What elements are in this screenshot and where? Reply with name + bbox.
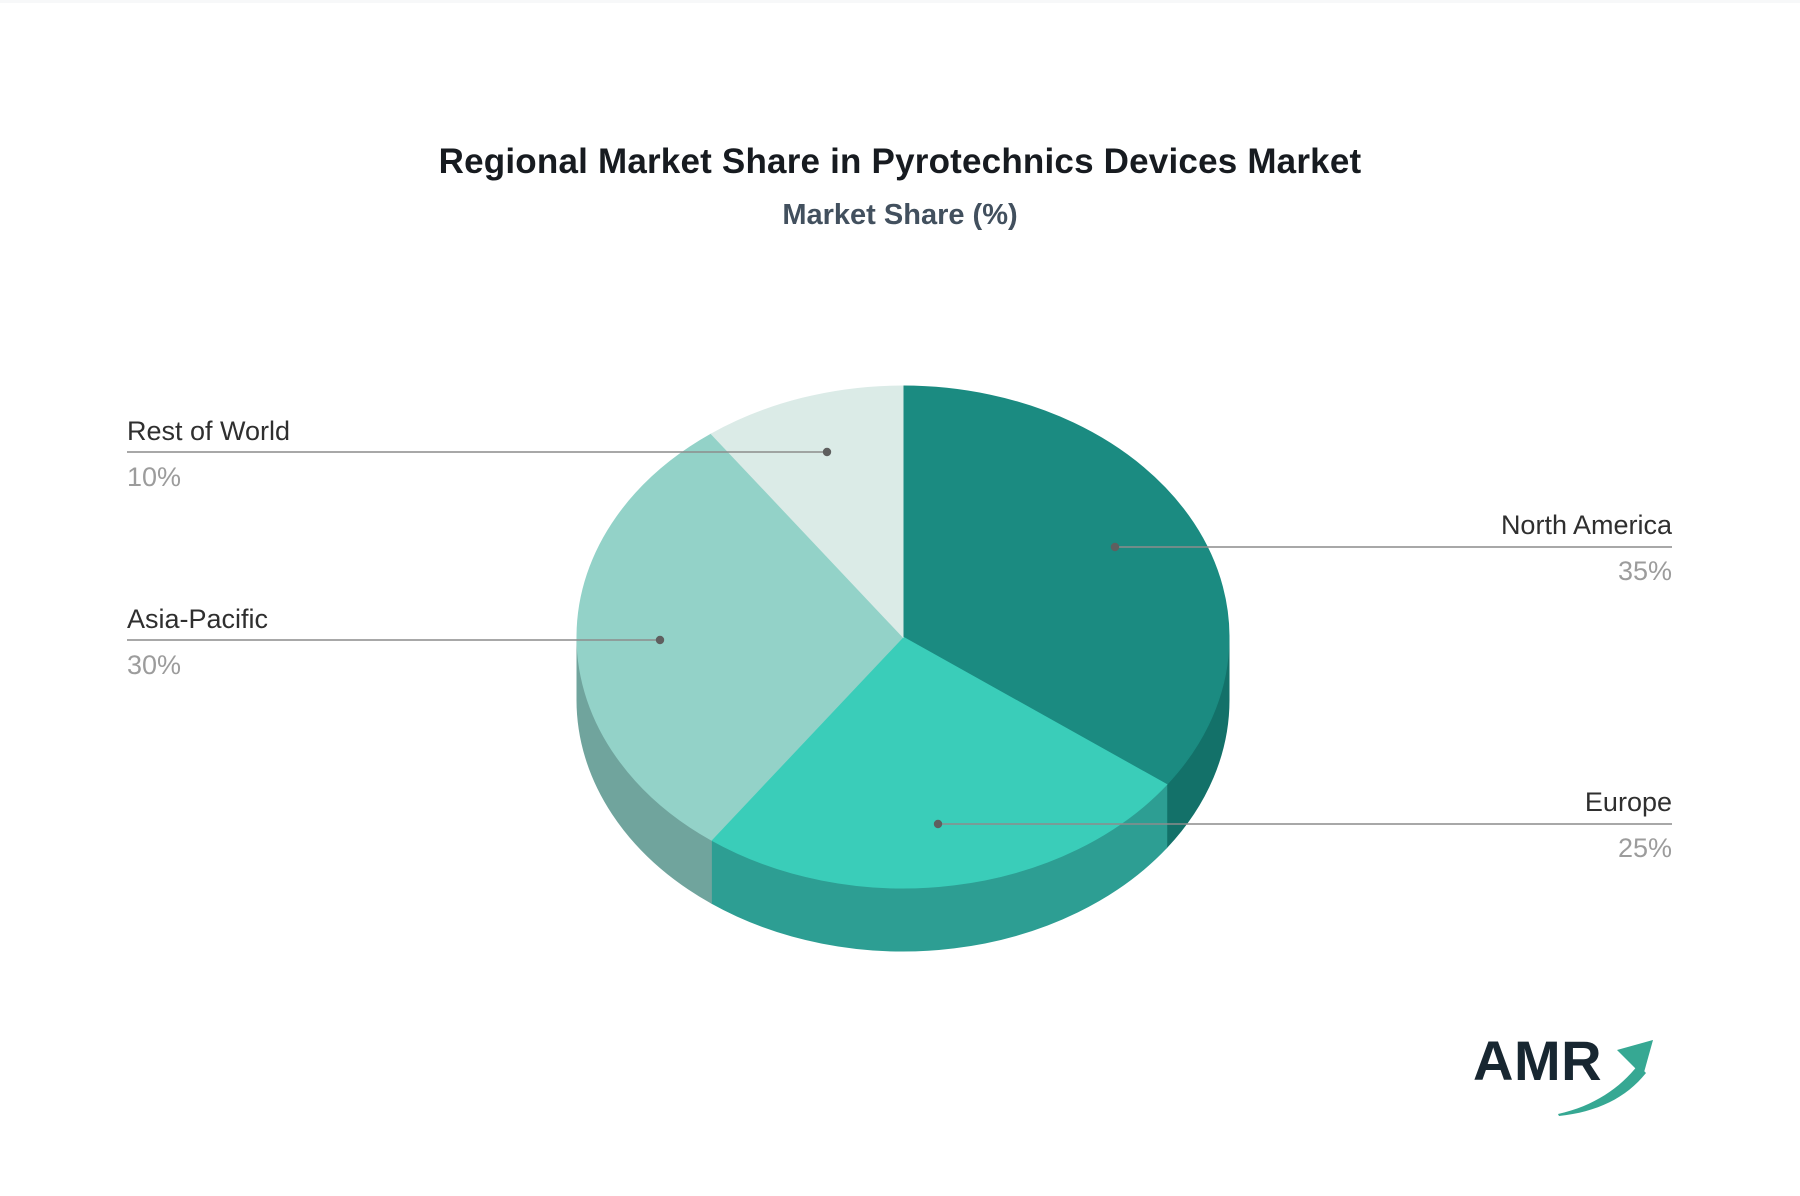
- callout-value-europe: 25%: [1617, 833, 1672, 863]
- leader-dot-europe: [933, 819, 943, 829]
- callout-value-north-america: 35%: [1617, 556, 1672, 586]
- chart-title: Regional Market Share in Pyrotechnics De…: [438, 142, 1362, 181]
- pie-slice-asia-pacific: [576, 433, 904, 841]
- chart-subtitle: Market Share (%): [782, 199, 1018, 231]
- page-top-strip: [0, 0, 1800, 3]
- callout-value-rest-of-world: 10%: [127, 462, 182, 492]
- callout-value-asia-pacific: 30%: [127, 650, 182, 680]
- pie-slice-europe: [710, 636, 1168, 889]
- brand-logo-text: AMR: [1473, 1029, 1603, 1092]
- brand-logo-growth-arrow-icon: [1558, 1040, 1653, 1116]
- pie-slice-rest-of-world: [710, 385, 904, 639]
- callout-label-rest-of-world: Rest of World: [127, 416, 291, 446]
- brand-logo: AMR: [1473, 1032, 1713, 1142]
- leader-dot-rest-of-world: [822, 447, 832, 457]
- leader-dot-asia-pacific: [655, 635, 665, 645]
- leader-dot-north-america: [1110, 542, 1120, 552]
- pie-slice-north-america: [902, 385, 1230, 786]
- callout-label-north-america: North America: [1500, 510, 1672, 540]
- callout-label-europe: Europe: [1584, 787, 1672, 817]
- callout-label-asia-pacific: Asia-Pacific: [127, 604, 269, 634]
